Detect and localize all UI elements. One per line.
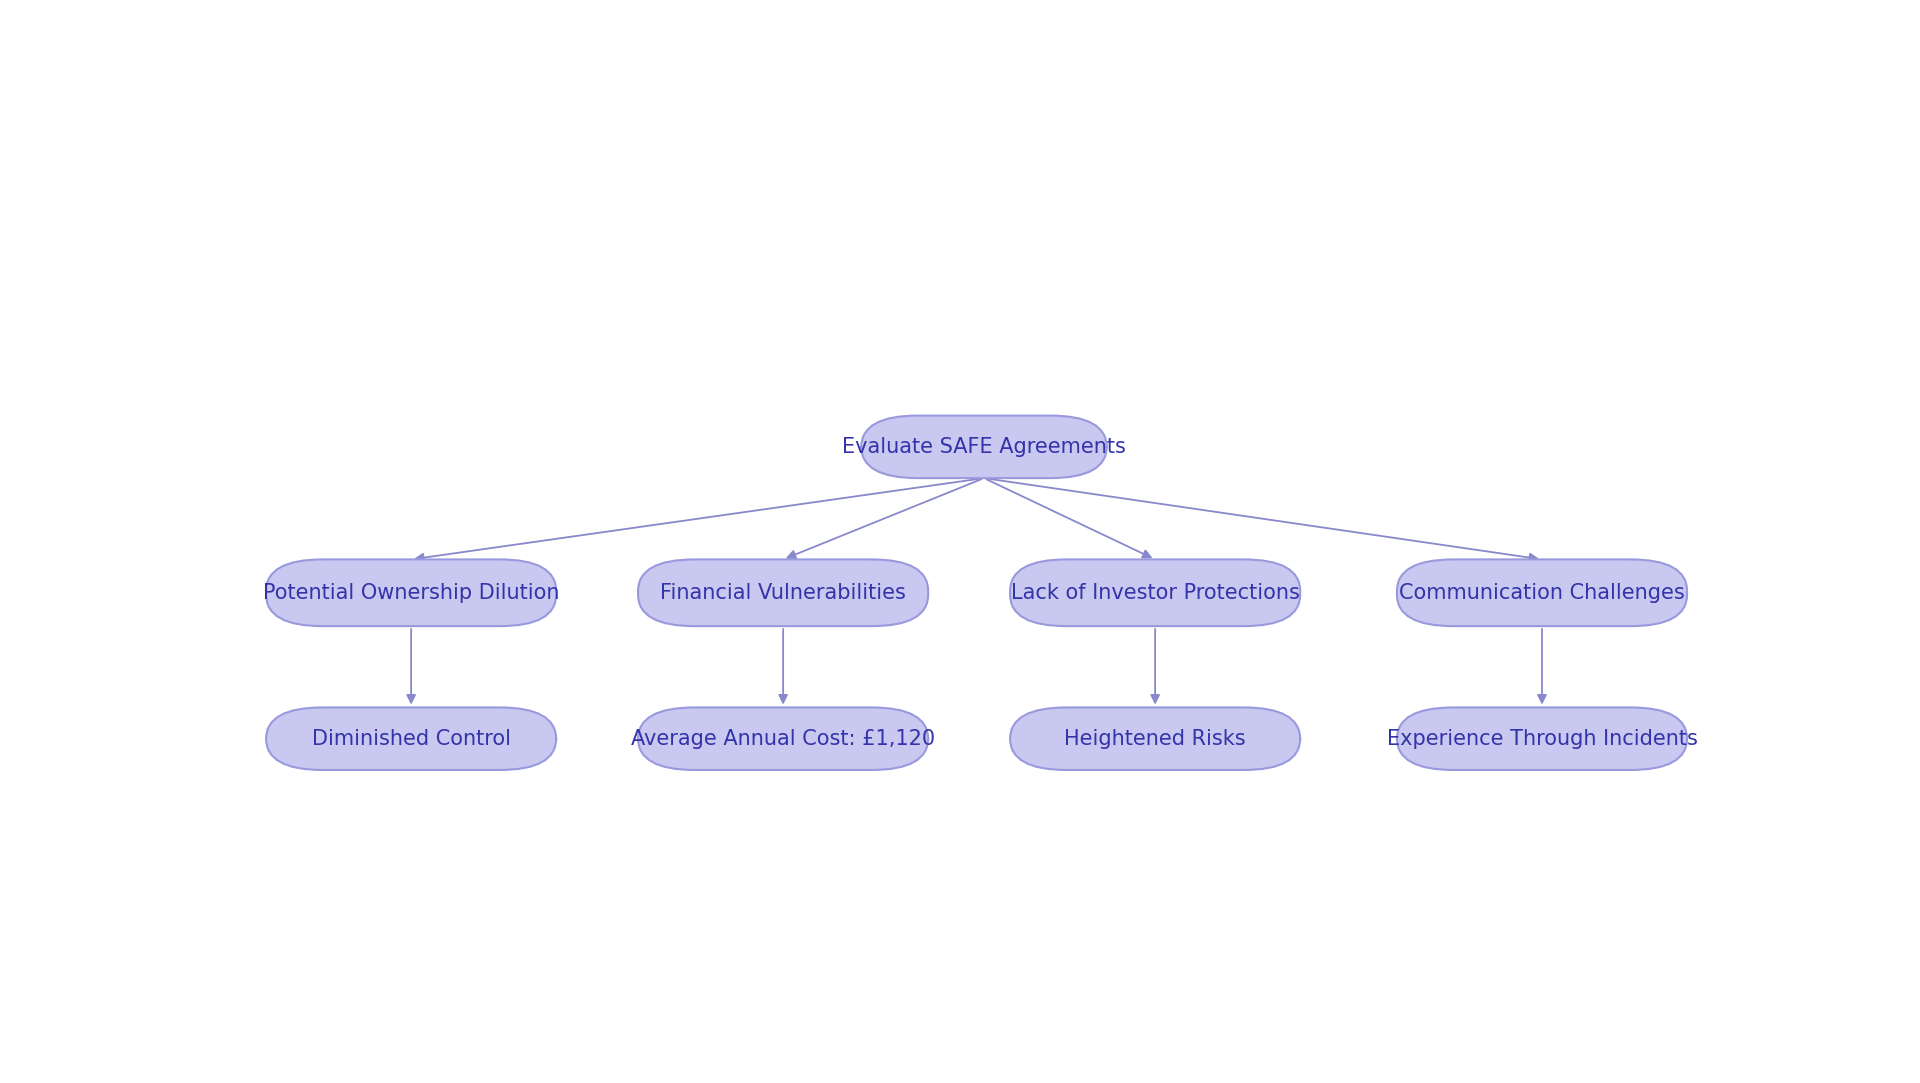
Text: Potential Ownership Dilution: Potential Ownership Dilution <box>263 583 559 603</box>
Text: Average Annual Cost: £1,120: Average Annual Cost: £1,120 <box>632 729 935 748</box>
Text: Heightened Risks: Heightened Risks <box>1064 729 1246 748</box>
FancyBboxPatch shape <box>637 707 927 770</box>
FancyBboxPatch shape <box>1398 707 1688 770</box>
FancyBboxPatch shape <box>1398 560 1688 626</box>
FancyBboxPatch shape <box>267 560 557 626</box>
Text: Lack of Investor Protections: Lack of Investor Protections <box>1010 583 1300 603</box>
Text: Experience Through Incidents: Experience Through Incidents <box>1386 729 1697 748</box>
Text: Evaluate SAFE Agreements: Evaluate SAFE Agreements <box>843 436 1125 457</box>
FancyBboxPatch shape <box>637 560 927 626</box>
FancyBboxPatch shape <box>267 707 557 770</box>
FancyBboxPatch shape <box>1010 707 1300 770</box>
FancyBboxPatch shape <box>1010 560 1300 626</box>
FancyBboxPatch shape <box>862 416 1106 478</box>
Text: Diminished Control: Diminished Control <box>311 729 511 748</box>
Text: Communication Challenges: Communication Challenges <box>1400 583 1686 603</box>
Text: Financial Vulnerabilities: Financial Vulnerabilities <box>660 583 906 603</box>
